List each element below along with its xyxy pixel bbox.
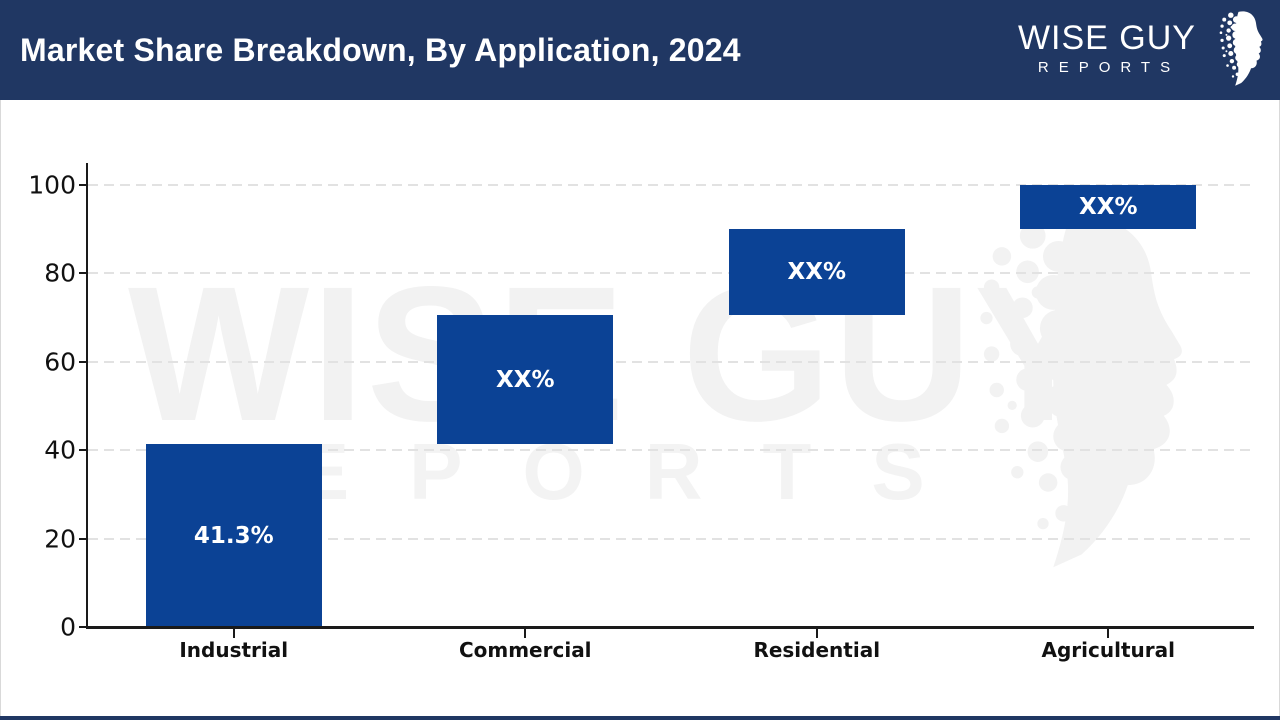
x-axis-line xyxy=(88,626,1254,629)
bar-value-label: 41.3% xyxy=(193,522,274,549)
y-axis-line xyxy=(86,163,88,629)
footer-accent-bar xyxy=(0,716,1280,720)
x-category-label: Industrial xyxy=(179,638,289,662)
brand-logo: WISE GUY REPORTS xyxy=(1018,8,1268,88)
brand-subword: REPORTS xyxy=(1037,59,1181,76)
header-bar: Market Share Breakdown, By Application, … xyxy=(0,0,1280,100)
y-tick xyxy=(79,626,87,628)
y-tick xyxy=(79,183,87,186)
y-tick xyxy=(79,449,87,451)
page-title: Market Share Breakdown, By Application, … xyxy=(20,31,741,68)
brand-dotted-head-icon xyxy=(1219,11,1263,86)
y-tick xyxy=(79,537,87,540)
bar-value-label: XX% xyxy=(1078,193,1138,220)
y-tick-label: 100 xyxy=(28,170,76,199)
bar-commercial xyxy=(437,315,614,445)
bar-value-label: XX% xyxy=(787,258,847,285)
brand-logo-text: WISE GUY REPORTS xyxy=(1018,21,1196,75)
y-gridline xyxy=(88,183,1254,186)
bar-value-label: XX% xyxy=(495,366,555,393)
x-category-label: Commercial xyxy=(458,638,592,662)
brand-wordmark: WISE GUY xyxy=(1017,19,1196,57)
x-tick xyxy=(815,629,818,638)
x-category-label: Agricultural xyxy=(1041,638,1175,662)
y-tick-label: 80 xyxy=(44,258,76,288)
x-category-label: Residential xyxy=(753,638,881,662)
y-tick-label: 60 xyxy=(44,347,76,376)
y-tick-label: 20 xyxy=(44,524,76,553)
y-tick-label: 0 xyxy=(60,612,76,642)
y-tick xyxy=(79,272,87,274)
x-tick xyxy=(1107,629,1110,638)
bar-industrial xyxy=(145,444,322,627)
bar-residential xyxy=(728,228,905,316)
y-tick xyxy=(79,360,87,363)
y-tick-label: 40 xyxy=(44,435,76,465)
y-gridline xyxy=(88,537,1254,540)
y-gridline xyxy=(88,360,1254,363)
x-tick xyxy=(232,629,235,638)
y-gridline xyxy=(88,449,1254,451)
y-gridline xyxy=(88,272,1254,274)
x-tick xyxy=(524,629,527,638)
